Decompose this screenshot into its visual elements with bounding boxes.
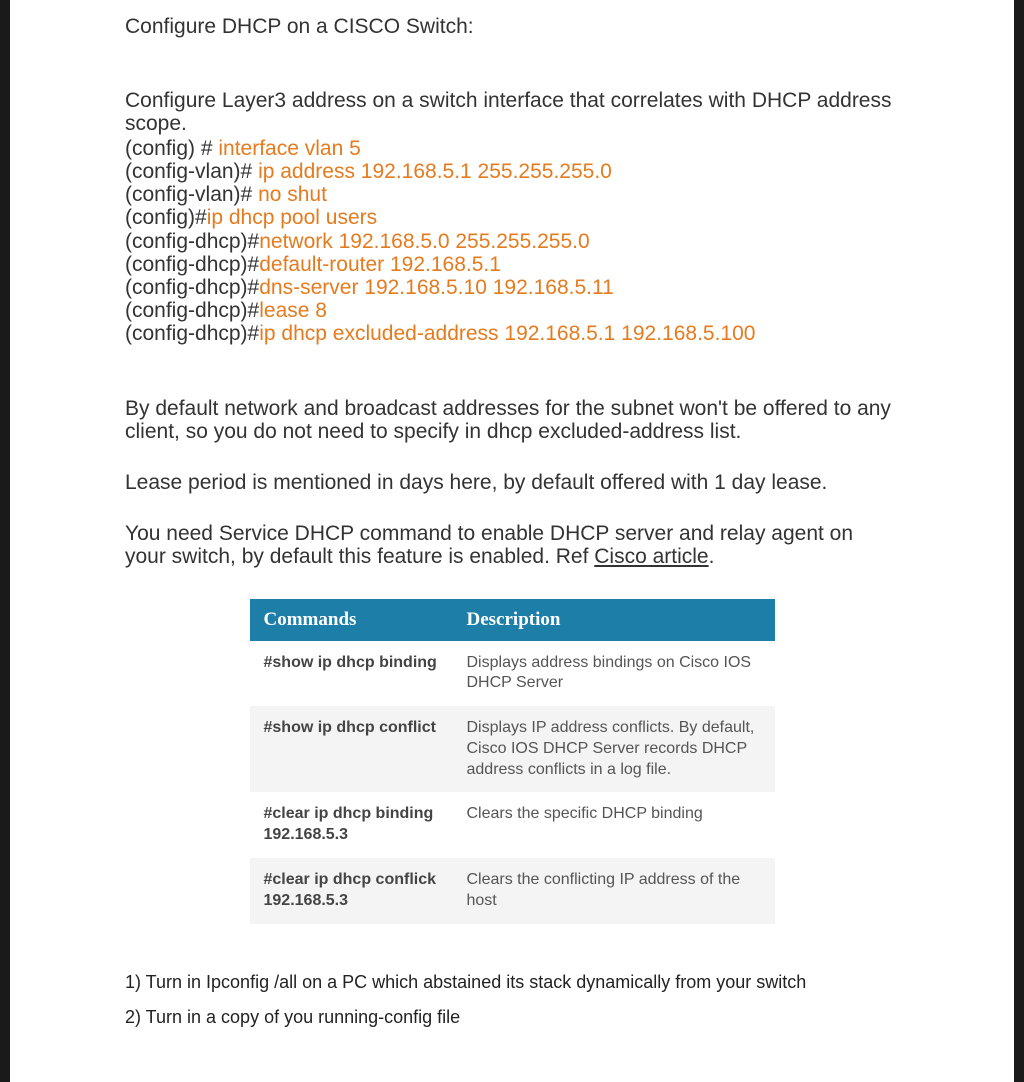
document-page: Configure DHCP on a CISCO Switch: Config…	[10, 0, 1014, 1082]
command: dns-server 192.168.5.10 192.168.5.11	[259, 276, 614, 299]
cisco-article-link[interactable]: Cisco article	[594, 545, 708, 568]
service-text-post: .	[709, 545, 715, 568]
table-cell-command: #show ip dhcp conflict	[250, 706, 453, 792]
instruction-item: 1) Turn in Ipconfig /all on a PC which a…	[125, 972, 899, 993]
page-title: Configure DHCP on a CISCO Switch:	[125, 15, 899, 39]
commands-table-container: Commands Description #show ip dhcp bindi…	[125, 599, 899, 924]
prompt: (config-dhcp)#	[125, 322, 259, 345]
table-cell-description: Clears the specific DHCP binding	[453, 792, 775, 858]
command: ip dhcp pool users	[207, 206, 377, 229]
prompt: (config-dhcp)#	[125, 276, 259, 299]
table-row: #show ip dhcp binding Displays address b…	[250, 641, 775, 707]
config-line: (config-dhcp)#ip dhcp excluded-address 1…	[125, 322, 899, 345]
command: ip dhcp excluded-address 192.168.5.1 192…	[259, 322, 755, 345]
table-header-commands: Commands	[250, 599, 453, 641]
lease-paragraph: Lease period is mentioned in days here, …	[125, 471, 899, 494]
prompt: (config-dhcp)#	[125, 253, 259, 276]
instructions-block: 1) Turn in Ipconfig /all on a PC which a…	[125, 972, 899, 1028]
table-cell-command: #clear ip dhcp conflick 192.168.5.3	[250, 858, 453, 924]
service-paragraph: You need Service DHCP command to enable …	[125, 522, 899, 568]
config-line: (config-dhcp)#network 192.168.5.0 255.25…	[125, 230, 899, 253]
command: no shut	[258, 183, 327, 206]
service-text-pre: You need Service DHCP command to enable …	[125, 522, 853, 568]
table-row: #clear ip dhcp binding 192.168.5.3 Clear…	[250, 792, 775, 858]
table-row: #clear ip dhcp conflick 192.168.5.3 Clea…	[250, 858, 775, 924]
table-cell-description: Clears the conflicting IP address of the…	[453, 858, 775, 924]
prompt: (config) #	[125, 137, 218, 160]
note-paragraph: By default network and broadcast address…	[125, 397, 899, 443]
prompt: (config-vlan)#	[125, 183, 258, 206]
table-row: #show ip dhcp conflict Displays IP addre…	[250, 706, 775, 792]
config-line: (config-dhcp)#dns-server 192.168.5.10 19…	[125, 276, 899, 299]
command: network 192.168.5.0 255.255.255.0	[259, 230, 589, 253]
table-header-description: Description	[453, 599, 775, 641]
config-line: (config-vlan)# no shut	[125, 183, 899, 206]
command: lease 8	[259, 299, 327, 322]
command: interface vlan 5	[218, 137, 360, 160]
instruction-item: 2) Turn in a copy of you running-config …	[125, 1007, 899, 1028]
commands-table: Commands Description #show ip dhcp bindi…	[250, 599, 775, 924]
config-block: (config) # interface vlan 5 (config-vlan…	[125, 137, 899, 345]
intro-paragraph: Configure Layer3 address on a switch int…	[125, 89, 899, 135]
command: default-router 192.168.5.1	[259, 253, 501, 276]
config-line: (config)#ip dhcp pool users	[125, 206, 899, 229]
config-line: (config-dhcp)#default-router 192.168.5.1	[125, 253, 899, 276]
command: ip address 192.168.5.1 255.255.255.0	[258, 160, 612, 183]
config-line: (config-vlan)# ip address 192.168.5.1 25…	[125, 160, 899, 183]
prompt: (config-vlan)#	[125, 160, 258, 183]
config-line: (config) # interface vlan 5	[125, 137, 899, 160]
prompt: (config-dhcp)#	[125, 299, 259, 322]
prompt: (config-dhcp)#	[125, 230, 259, 253]
table-cell-command: #clear ip dhcp binding 192.168.5.3	[250, 792, 453, 858]
prompt: (config)#	[125, 206, 207, 229]
table-cell-description: Displays IP address conflicts. By defaul…	[453, 706, 775, 792]
config-line: (config-dhcp)#lease 8	[125, 299, 899, 322]
table-cell-command: #show ip dhcp binding	[250, 641, 453, 707]
table-cell-description: Displays address bindings on Cisco IOS D…	[453, 641, 775, 707]
